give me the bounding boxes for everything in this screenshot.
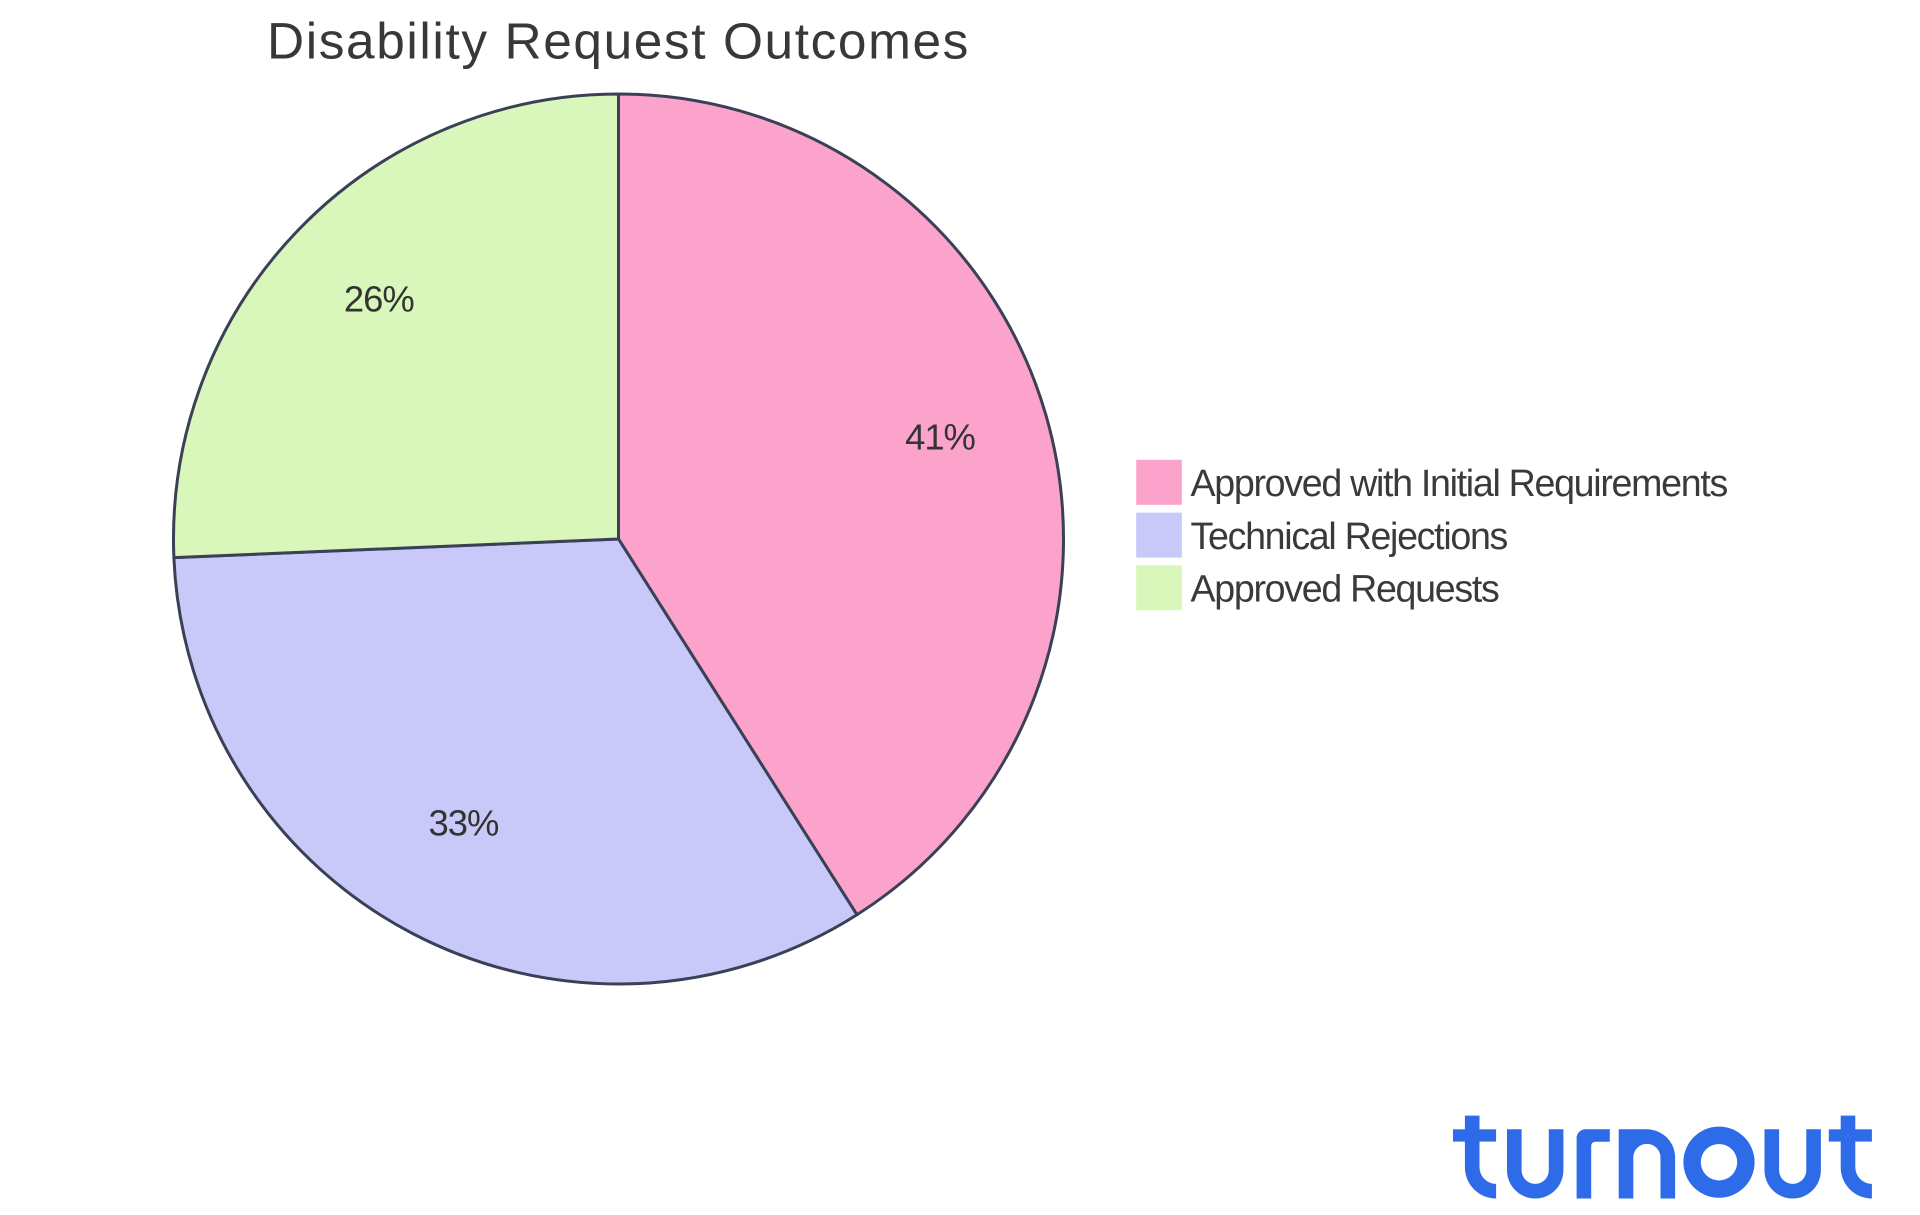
- svg-text:33%: 33%: [428, 803, 498, 844]
- svg-text:Approved Requests: Approved Requests: [1191, 568, 1499, 610]
- svg-text:Technical Rejections: Technical Rejections: [1191, 515, 1508, 557]
- svg-text:Disability Request Outcomes: Disability Request Outcomes: [267, 11, 970, 69]
- svg-text:26%: 26%: [344, 278, 414, 319]
- svg-text:Approved with Initial Requirem: Approved with Initial Requirements: [1191, 462, 1728, 504]
- svg-text:41%: 41%: [905, 416, 975, 457]
